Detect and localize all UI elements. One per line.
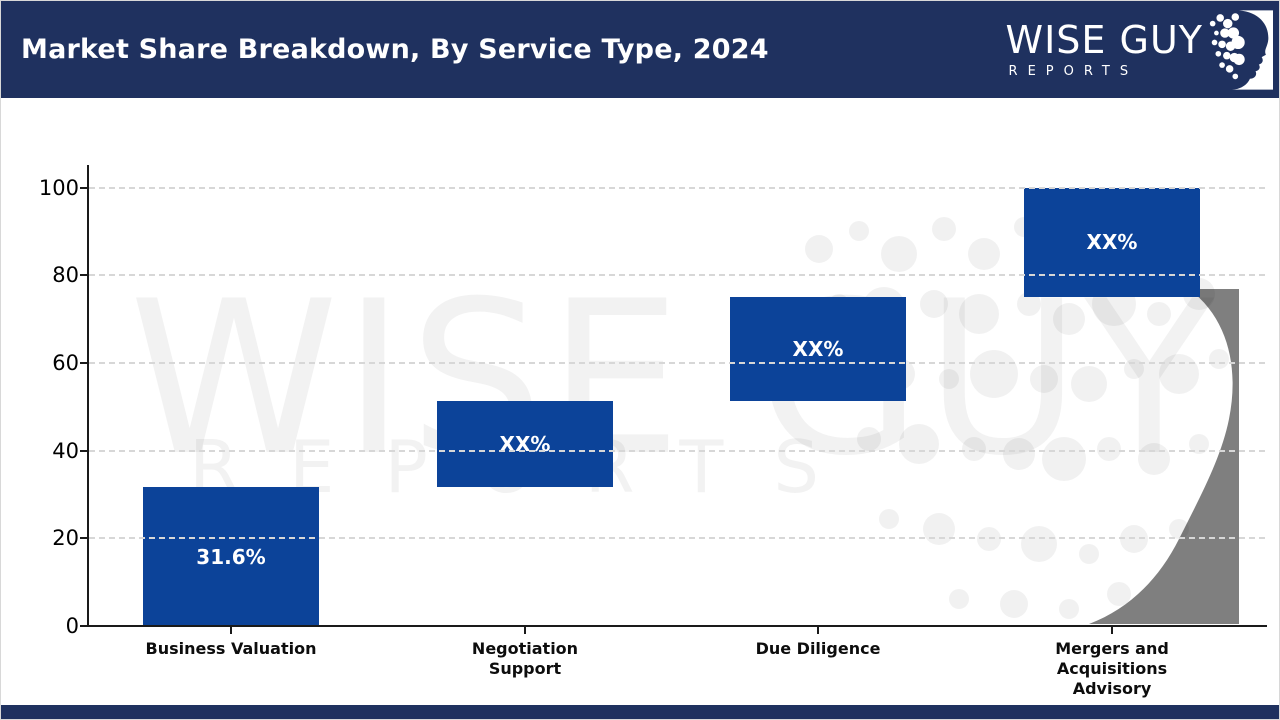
bar-value-label-4: XX%	[1086, 230, 1138, 255]
x-category-label-2: Negotiation Support	[405, 639, 645, 679]
waterfall-bar-2: XX%	[437, 400, 613, 488]
x-category-label-line: Acquisitions	[1056, 659, 1168, 678]
y-tick-label-80: 80	[52, 263, 79, 288]
x-category-label-1: Business Valuation	[111, 639, 351, 659]
waterfall-bar-1: 31.6%	[143, 487, 319, 626]
x-axis-line	[87, 625, 1267, 627]
y-tick-label-40: 40	[52, 438, 79, 463]
y-tick-mark-60	[80, 361, 88, 364]
x-tick-mark-3	[817, 627, 819, 634]
x-category-label-4: Mergers and Acquisitions Advisory	[992, 639, 1232, 699]
x-category-label-3: Due Diligence	[698, 639, 938, 659]
x-category-label-line: Mergers and	[1055, 639, 1169, 658]
logo-wordmark: WISE GUY	[1005, 18, 1203, 62]
x-category-label-line: Business Valuation	[145, 639, 317, 658]
y-tick-label-60: 60	[52, 350, 79, 375]
x-tick-mark-4	[1111, 627, 1113, 634]
x-tick-mark-1	[230, 627, 232, 634]
bar-value-label-1: 31.6%	[196, 544, 266, 569]
waterfall-bar-4: XX%	[1024, 187, 1200, 298]
gridline-20	[89, 537, 1265, 540]
x-category-label-line: Support	[488, 659, 562, 678]
x-category-label-line: Advisory	[1072, 679, 1152, 698]
y-tick-mark-100	[80, 186, 88, 189]
x-category-label-line: Negotiation	[471, 639, 579, 658]
x-category-label-line: Due Diligence	[755, 639, 881, 658]
y-tick-label-100: 100	[38, 175, 79, 200]
wise-guy-reports-logo: WISE GUY REPORTS	[1006, 8, 1273, 92]
y-tick-mark-40	[80, 449, 88, 452]
y-axis-line	[87, 165, 89, 626]
footer-band	[1, 705, 1279, 719]
y-tick-mark-0	[80, 625, 88, 627]
chart-title: Market Share Breakdown, By Service Type,…	[21, 34, 769, 65]
gridline-60	[89, 361, 1265, 364]
header-band: Market Share Breakdown, By Service Type,…	[1, 1, 1279, 98]
x-tick-mark-2	[524, 627, 526, 634]
y-tick-label-0: 0	[65, 614, 79, 638]
bar-value-label-3: XX%	[792, 336, 844, 361]
y-tick-mark-20	[80, 537, 88, 540]
y-tick-mark-80	[80, 274, 88, 277]
bar-value-label-2: XX%	[499, 432, 551, 457]
gridline-40	[89, 449, 1265, 452]
plot-area: 0 20 40 60 80 100 31.6% Business Valuation XX% Ne…	[1, 98, 1279, 707]
logo-face-icon	[1209, 10, 1273, 90]
gridline-100	[89, 186, 1265, 189]
gridline-80	[89, 274, 1265, 277]
waterfall-bar-3: XX%	[730, 297, 906, 401]
logo-text: WISE GUY REPORTS	[1006, 21, 1203, 79]
y-tick-label-20: 20	[52, 526, 79, 551]
logo-subtext: REPORTS	[1008, 64, 1139, 79]
